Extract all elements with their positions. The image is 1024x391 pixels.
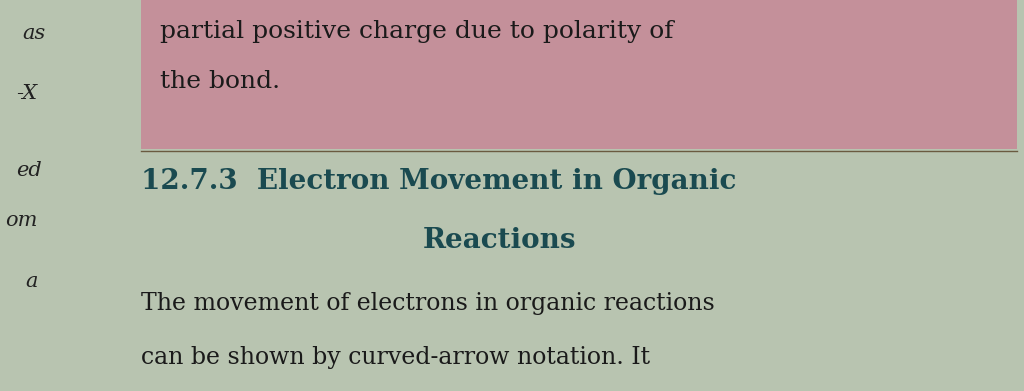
Text: om: om (5, 212, 38, 230)
Text: ed: ed (16, 161, 42, 179)
Text: the bond.: the bond. (160, 70, 280, 93)
Text: Reactions: Reactions (423, 227, 577, 254)
Text: The movement of electrons in organic reactions: The movement of electrons in organic rea… (141, 292, 715, 314)
Text: 12.7.3  Electron Movement in Organic: 12.7.3 Electron Movement in Organic (141, 168, 736, 196)
Text: can be shown by curved-arrow notation. It: can be shown by curved-arrow notation. I… (141, 346, 650, 369)
FancyBboxPatch shape (141, 0, 1017, 149)
Text: a: a (26, 272, 38, 291)
Text: as: as (23, 24, 46, 43)
Text: partial positive charge due to polarity of: partial positive charge due to polarity … (160, 20, 673, 43)
Text: -X: -X (16, 84, 38, 103)
